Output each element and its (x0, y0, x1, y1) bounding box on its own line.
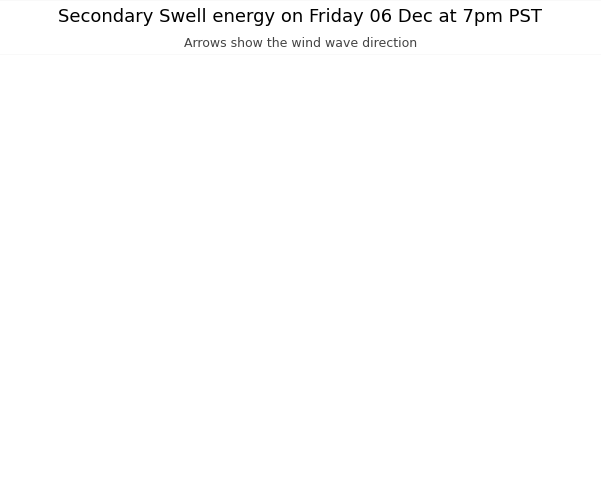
Text: cartopy not available: cartopy not available (227, 264, 374, 278)
Text: Arrows show the wind wave direction: Arrows show the wind wave direction (184, 37, 417, 50)
Text: Secondary Swell energy on Friday 06 Dec at 7pm PST: Secondary Swell energy on Friday 06 Dec … (58, 8, 543, 26)
